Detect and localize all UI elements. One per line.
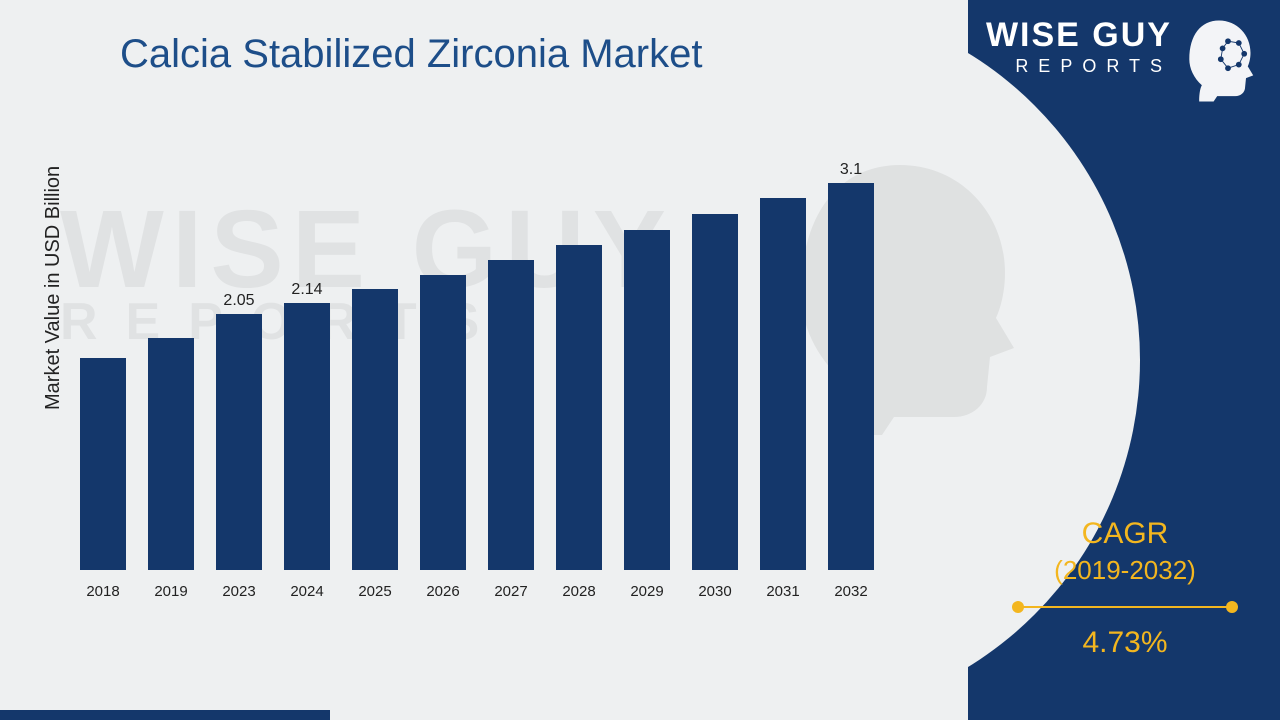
- x-tick-label: 2024: [290, 583, 323, 600]
- cagr-divider: [1018, 606, 1232, 608]
- bar-2027: [488, 260, 534, 570]
- brand-name: WISE GUY: [986, 18, 1172, 52]
- bar-2028: [556, 245, 602, 570]
- x-tick-label: 2030: [698, 583, 731, 600]
- bar-value-label: 2.14: [291, 281, 322, 299]
- x-tick-label: 2029: [630, 583, 663, 600]
- bar-2023: 2.05: [216, 314, 262, 570]
- y-axis-label: Market Value in USD Billion: [42, 166, 65, 410]
- bar-2018: [80, 358, 126, 571]
- x-tick-label: 2025: [358, 583, 391, 600]
- brand-logo: WISE GUY REPORTS: [986, 18, 1172, 77]
- bar-2019: [148, 338, 194, 571]
- x-tick-label: 2026: [426, 583, 459, 600]
- x-tick-label: 2027: [494, 583, 527, 600]
- bar-chart: 2.05 2.14 3.1 2018 2019 2023 2024 2025 2026 2027…: [80, 170, 900, 600]
- bar-2030: [692, 214, 738, 570]
- chart-title: Calcia Stabilized Zirconia Market: [120, 32, 702, 77]
- x-tick-label: 2018: [86, 583, 119, 600]
- x-tick-label: 2028: [562, 583, 595, 600]
- bottom-accent-bar: [0, 710, 330, 720]
- bar-2031: [760, 198, 806, 571]
- plot-area: 2.05 2.14 3.1: [80, 170, 900, 570]
- bar-value-label: 2.05: [223, 292, 254, 310]
- bar-value-label: 3.1: [840, 161, 862, 179]
- bar-2025: [352, 289, 398, 570]
- cagr-value: 4.73%: [1000, 626, 1250, 660]
- x-tick-label: 2019: [154, 583, 187, 600]
- bar-2024: 2.14: [284, 303, 330, 571]
- bar-2029: [624, 230, 670, 570]
- bar-2026: [420, 275, 466, 570]
- cagr-range: (2019-2032): [1000, 555, 1250, 586]
- brand-subtitle: REPORTS: [986, 56, 1172, 77]
- bar-2032: 3.1: [828, 183, 874, 571]
- cagr-block: CAGR (2019-2032) 4.73%: [1000, 517, 1250, 660]
- x-tick-label: 2031: [766, 583, 799, 600]
- x-tick-label: 2032: [834, 583, 867, 600]
- cagr-title: CAGR: [1000, 517, 1250, 551]
- brand-head-icon: [1174, 16, 1264, 106]
- x-tick-label: 2023: [222, 583, 255, 600]
- infographic-canvas: WISE GUY REPORTS Calcia Stabilized Zircon…: [0, 0, 1280, 720]
